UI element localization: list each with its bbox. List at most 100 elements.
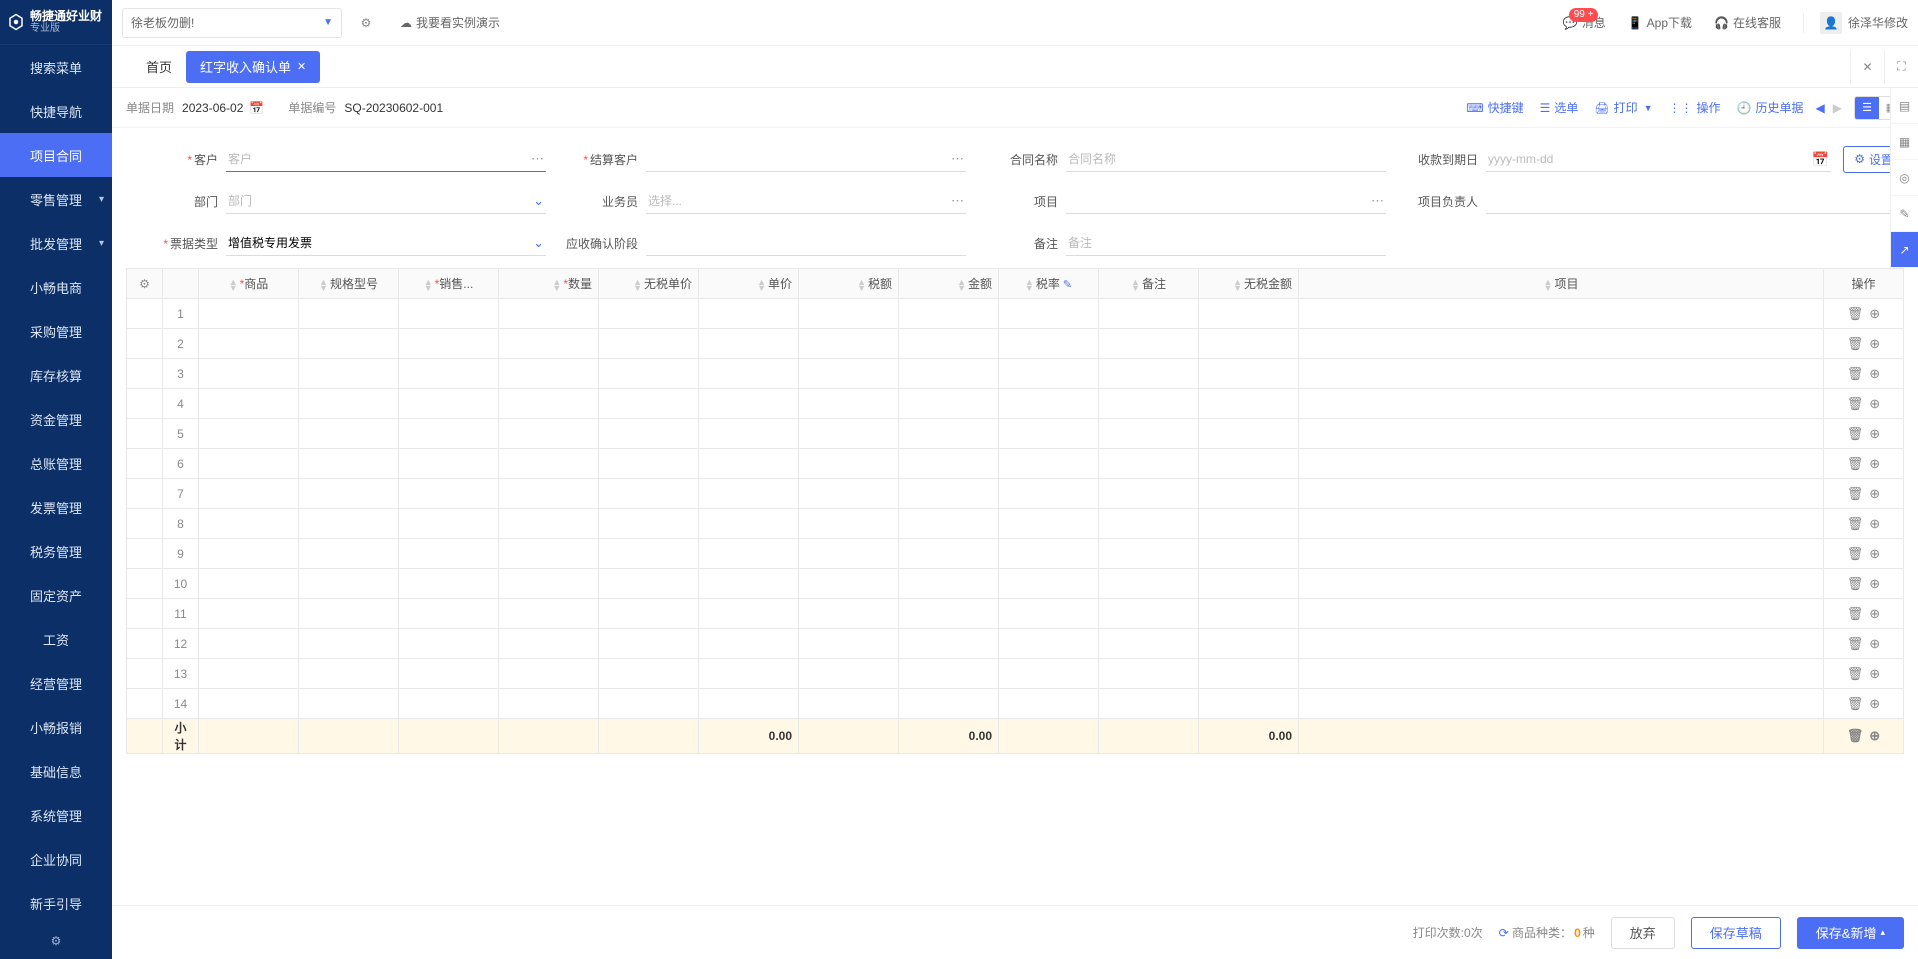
sidebar-item-14[interactable]: 经营管理 bbox=[0, 661, 112, 705]
add-icon[interactable]: ⊕ bbox=[1866, 456, 1883, 471]
remark-input[interactable] bbox=[1066, 230, 1386, 256]
col-amount[interactable]: 金额 bbox=[899, 269, 999, 299]
chevron-down-icon[interactable]: ⌄ bbox=[533, 193, 544, 209]
more-icon[interactable]: ⋯ bbox=[1371, 193, 1384, 209]
next-button[interactable]: ▶ bbox=[1829, 101, 1846, 115]
add-icon[interactable]: ⊕ bbox=[1866, 606, 1883, 621]
more-icon[interactable]: ⋯ bbox=[951, 151, 964, 167]
sidebar-item-17[interactable]: 系统管理 bbox=[0, 793, 112, 837]
delete-icon[interactable]: 🗑 bbox=[1844, 336, 1867, 351]
add-icon[interactable]: ⊕ bbox=[1866, 306, 1883, 321]
add-icon[interactable]: ⊕ bbox=[1866, 486, 1883, 501]
rail-item-3[interactable]: ◎ bbox=[1891, 160, 1918, 196]
tab-red-income[interactable]: 红字收入确认单 ✕ bbox=[186, 51, 320, 83]
add-icon[interactable]: ⊕ bbox=[1866, 336, 1883, 351]
sidebar-item-7[interactable]: 库存核算 bbox=[0, 353, 112, 397]
customer-input[interactable] bbox=[226, 146, 546, 172]
sidebar-item-3[interactable]: 零售管理▾ bbox=[0, 177, 112, 221]
rail-item-4[interactable]: ✎ bbox=[1891, 196, 1918, 232]
stage-input[interactable] bbox=[646, 230, 966, 256]
grid-settings-col[interactable]: ⚙ bbox=[127, 269, 163, 299]
grid-row[interactable]: 11🗑⊕ bbox=[127, 599, 1904, 629]
delete-icon[interactable]: 🗑 bbox=[1844, 306, 1867, 321]
grid-row[interactable]: 10🗑⊕ bbox=[127, 569, 1904, 599]
edit-icon[interactable]: ✎ bbox=[1063, 279, 1072, 291]
shortcut-button[interactable]: ⌨快捷键 bbox=[1458, 99, 1531, 116]
grid-row[interactable]: 4🗑⊕ bbox=[127, 389, 1904, 419]
tenant-settings[interactable]: ⚙ bbox=[352, 9, 380, 37]
grid-row[interactable]: 2🗑⊕ bbox=[127, 329, 1904, 359]
sidebar-item-8[interactable]: 资金管理 bbox=[0, 397, 112, 441]
grid-row[interactable]: 5🗑⊕ bbox=[127, 419, 1904, 449]
delete-icon[interactable]: 🗑 bbox=[1844, 456, 1867, 471]
save-draft-button[interactable]: 保存草稿 bbox=[1691, 917, 1781, 949]
message-button[interactable]: 💬 消息 99 + bbox=[1557, 14, 1612, 31]
sidebar-item-15[interactable]: 小畅报销 bbox=[0, 705, 112, 749]
delete-icon[interactable]: 🗑 bbox=[1844, 426, 1867, 441]
rail-item-2[interactable]: ▦ bbox=[1891, 124, 1918, 160]
grid-row[interactable]: 7🗑⊕ bbox=[127, 479, 1904, 509]
sidebar-item-10[interactable]: 发票管理 bbox=[0, 485, 112, 529]
delete-icon[interactable]: 🗑 bbox=[1844, 576, 1867, 591]
add-icon[interactable]: ⊕ bbox=[1866, 696, 1883, 711]
demo-link[interactable]: ☁ 我要看实例演示 bbox=[400, 14, 500, 31]
sidebar-item-6[interactable]: 采购管理 bbox=[0, 309, 112, 353]
add-icon[interactable]: ⊕ bbox=[1866, 426, 1883, 441]
add-icon[interactable]: ⊕ bbox=[1866, 728, 1883, 743]
tab-fullscreen[interactable]: ⛶ bbox=[1884, 50, 1918, 84]
tab-home[interactable]: 首页 bbox=[132, 51, 186, 83]
grid-row[interactable]: 1🗑⊕ bbox=[127, 299, 1904, 329]
prev-button[interactable]: ◀ bbox=[1812, 101, 1829, 115]
discard-button[interactable]: 放弃 bbox=[1611, 917, 1675, 949]
print-button[interactable]: 🖨打印▼ bbox=[1586, 99, 1660, 116]
save-new-button[interactable]: 保存&新增▴ bbox=[1797, 917, 1904, 949]
view-list[interactable]: ☰ bbox=[1855, 97, 1879, 119]
sidebar-item-12[interactable]: 固定资产 bbox=[0, 573, 112, 617]
sidebar-item-19[interactable]: 新手引导 bbox=[0, 881, 112, 923]
add-icon[interactable]: ⊕ bbox=[1866, 516, 1883, 531]
rail-item-1[interactable]: ▤ bbox=[1891, 88, 1918, 124]
col-price[interactable]: 单价 bbox=[699, 269, 799, 299]
sidebar-item-16[interactable]: 基础信息 bbox=[0, 749, 112, 793]
calendar-icon[interactable]: 📅 bbox=[249, 101, 264, 115]
add-icon[interactable]: ⊕ bbox=[1866, 396, 1883, 411]
grid-row[interactable]: 6🗑⊕ bbox=[127, 449, 1904, 479]
user-menu[interactable]: 👤 徐泽华修改 bbox=[1820, 12, 1908, 34]
add-icon[interactable]: ⊕ bbox=[1866, 546, 1883, 561]
sidebar-item-9[interactable]: 总账管理 bbox=[0, 441, 112, 485]
project-input[interactable] bbox=[1066, 188, 1386, 214]
add-icon[interactable]: ⊕ bbox=[1866, 666, 1883, 681]
grid-row[interactable]: 3🗑⊕ bbox=[127, 359, 1904, 389]
grid-row[interactable]: 9🗑⊕ bbox=[127, 539, 1904, 569]
tenant-select[interactable]: 徐老板勿删! ▼ bbox=[122, 8, 342, 38]
col-sale[interactable]: *销售... bbox=[399, 269, 499, 299]
calendar-icon[interactable]: 📅 bbox=[1812, 151, 1829, 168]
sales-input[interactable] bbox=[646, 188, 966, 214]
duedate-input[interactable] bbox=[1486, 146, 1831, 172]
sidebar-item-18[interactable]: 企业协同 bbox=[0, 837, 112, 881]
settle-input[interactable] bbox=[646, 146, 966, 172]
delete-icon[interactable]: 🗑 bbox=[1844, 546, 1867, 561]
delete-icon[interactable]: 🗑 bbox=[1844, 486, 1867, 501]
grid-row[interactable]: 8🗑⊕ bbox=[127, 509, 1904, 539]
sidebar-item-11[interactable]: 税务管理 bbox=[0, 529, 112, 573]
service-button[interactable]: 🎧 在线客服 bbox=[1708, 14, 1787, 31]
contract-input[interactable] bbox=[1066, 146, 1386, 172]
col-rate[interactable]: 税率✎ bbox=[999, 269, 1099, 299]
invoice-input[interactable] bbox=[226, 230, 546, 256]
sidebar-item-0[interactable]: 搜索菜单 bbox=[0, 45, 112, 89]
chevron-down-icon[interactable]: ⌄ bbox=[533, 235, 544, 251]
tab-close-all[interactable]: ✕ bbox=[1850, 50, 1884, 84]
sidebar-settings[interactable]: ⚙ bbox=[0, 923, 112, 959]
delete-icon[interactable]: 🗑 bbox=[1844, 516, 1867, 531]
delete-icon[interactable]: 🗑 bbox=[1844, 606, 1867, 621]
projlead-input[interactable] bbox=[1486, 188, 1904, 214]
sidebar-item-1[interactable]: 快捷导航 bbox=[0, 89, 112, 133]
grid-row[interactable]: 13🗑⊕ bbox=[127, 659, 1904, 689]
rail-item-5[interactable]: ↗ bbox=[1891, 232, 1918, 268]
delete-icon[interactable]: 🗑 bbox=[1844, 396, 1867, 411]
col-amount-notax[interactable]: 无税金额 bbox=[1199, 269, 1299, 299]
col-remark[interactable]: 备注 bbox=[1099, 269, 1199, 299]
add-icon[interactable]: ⊕ bbox=[1866, 636, 1883, 651]
sidebar-item-2[interactable]: 项目合同 bbox=[0, 133, 112, 177]
